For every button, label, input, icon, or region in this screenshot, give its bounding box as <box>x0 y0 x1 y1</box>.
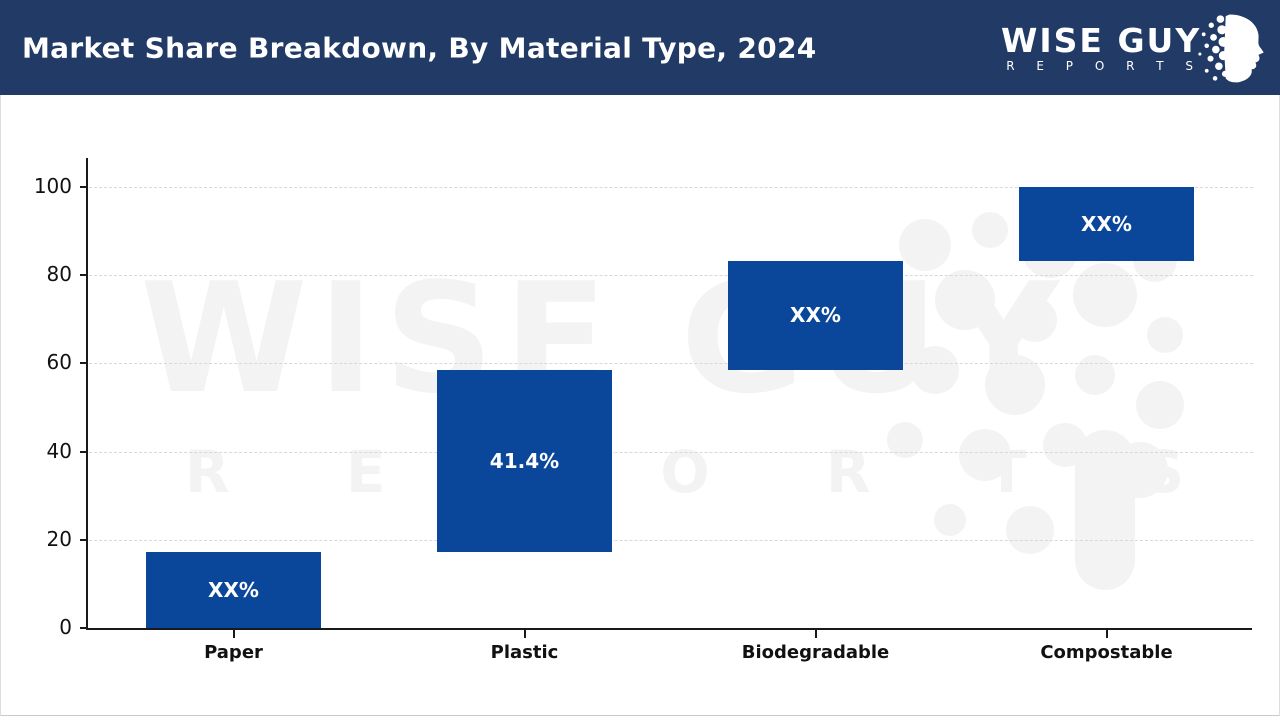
logo-face-icon <box>1198 14 1264 83</box>
y-tick-label-0: 0 <box>59 615 72 639</box>
wise-guy-logo: WISE GUY R E P O R T S <box>1000 6 1266 90</box>
gridline-60 <box>89 363 1253 365</box>
y-tick-100 <box>80 186 88 188</box>
x-tick-paper <box>232 630 235 638</box>
watermark-subtitle: R E P O R T S <box>185 438 1233 506</box>
bar-plastic: 41.4% <box>437 369 612 553</box>
y-tick-80 <box>80 274 88 277</box>
page-title: Market Share Breakdown, By Material Type… <box>22 31 817 64</box>
y-tick-label-20: 20 <box>46 526 72 551</box>
y-tick-label-40: 40 <box>46 438 72 463</box>
bar-label-plastic: 41.4% <box>489 448 560 473</box>
x-tick-label-biodegradable: Biodegradable <box>741 642 890 663</box>
x-tick-label-paper: Paper <box>204 642 263 663</box>
gridline-20 <box>89 539 1253 541</box>
logo-text: WISE GUY R E P O R T S <box>1000 21 1202 74</box>
y-tick-40 <box>80 450 88 453</box>
y-tick-label-60: 60 <box>46 350 72 375</box>
x-tick-label-compostable: Compostable <box>1040 642 1173 663</box>
bar-compostable: XX% <box>1019 187 1194 262</box>
bar-label-paper: XX% <box>208 578 259 603</box>
x-tick-label-plastic: Plastic <box>490 642 559 663</box>
logo-wordmark: WISE GUY <box>1000 21 1202 60</box>
gridline-100 <box>89 187 1253 188</box>
x-tick-plastic <box>523 630 526 638</box>
x-tick-biodegradable <box>814 630 817 638</box>
bottom-hairline <box>0 715 1280 716</box>
gridline-40 <box>89 451 1253 453</box>
bar-biodegradable: XX% <box>728 261 903 370</box>
left-hairline <box>0 95 1 716</box>
logo-subtitle: R E P O R T S <box>1006 59 1202 73</box>
header-bar: Market Share Breakdown, By Material Type… <box>0 0 1280 95</box>
x-axis-line <box>86 628 1252 630</box>
y-tick-0 <box>80 627 88 629</box>
bar-paper: XX% <box>146 552 321 628</box>
y-tick-60 <box>80 362 88 365</box>
gridline-80 <box>89 275 1253 277</box>
y-tick-label-100: 100 <box>33 174 72 198</box>
y-axis-line <box>86 158 88 630</box>
bar-label-compostable: XX% <box>1081 212 1132 237</box>
y-tick-label-80: 80 <box>46 262 72 287</box>
x-tick-compostable <box>1105 630 1108 638</box>
y-tick-20 <box>80 538 88 541</box>
bar-label-biodegradable: XX% <box>790 303 841 328</box>
